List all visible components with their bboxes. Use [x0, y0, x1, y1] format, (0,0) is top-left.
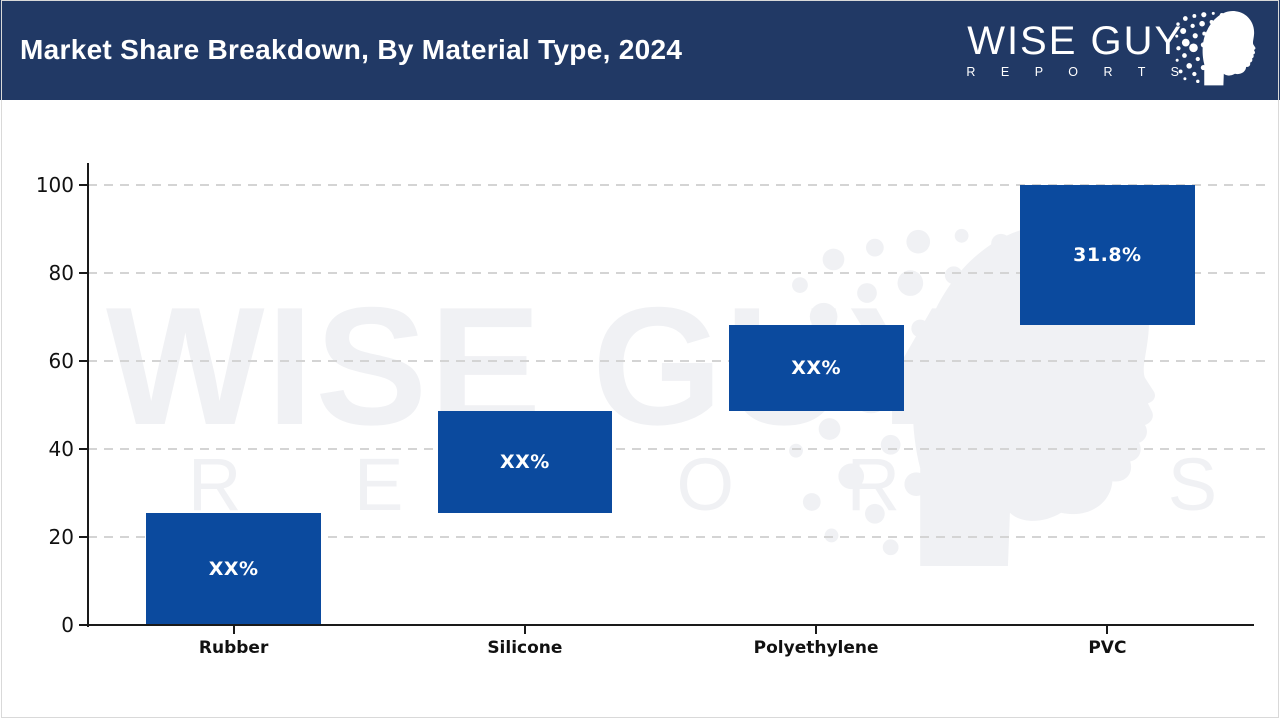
y-tick-label-100: 100 — [35, 173, 74, 197]
bar-value-label: XX% — [499, 450, 550, 473]
y-tick-100 — [79, 184, 88, 186]
x-category-label: Rubber — [198, 638, 269, 658]
bar-pvc: 31.8% — [1020, 185, 1195, 325]
y-tick-label-80: 80 — [48, 261, 74, 285]
wiseguy-logo-text: WISE GUY R E P O R T S — [960, 21, 1190, 79]
y-tick-label-40: 40 — [48, 437, 74, 461]
x-tick-silicone — [523, 626, 526, 634]
logo-subtitle: R E P O R T S — [966, 65, 1190, 79]
gridline-40 — [88, 448, 1265, 450]
x-tick-polyethylene — [815, 626, 818, 634]
wiseguy-logo: WISE GUY R E P O R T S — [960, 8, 1258, 92]
header: Market Share Breakdown, By Material Type… — [0, 0, 1280, 100]
y-tick-40 — [79, 448, 88, 450]
y-axis — [87, 163, 89, 627]
y-tick-0 — [79, 624, 88, 626]
chart-title: Market Share Breakdown, By Material Type… — [20, 34, 683, 65]
y-tick-80 — [79, 272, 88, 274]
gridline-80 — [88, 272, 1265, 274]
gridline-20 — [88, 536, 1265, 538]
bar-value-label: XX% — [208, 557, 259, 580]
y-tick-60 — [79, 360, 88, 362]
bar-value-label: XX% — [791, 357, 842, 380]
dotted-face-logo-icon — [1172, 8, 1258, 92]
x-category-label: Polyethylene — [753, 638, 879, 658]
x-tick-rubber — [232, 626, 235, 634]
y-tick-20 — [79, 536, 88, 538]
gridline-60 — [88, 360, 1265, 362]
logo-wordmark: WISE GUY — [967, 19, 1184, 63]
y-tick-label-0: 0 — [61, 613, 74, 637]
bar-polyethylene: XX% — [728, 324, 904, 412]
bar-rubber: XX% — [146, 512, 321, 625]
gridline-100 — [88, 184, 1265, 186]
bar-silicone: XX% — [437, 411, 613, 513]
bar-value-label: 31.8% — [1073, 243, 1142, 266]
x-category-label: Silicone — [487, 638, 563, 658]
x-category-label: PVC — [1088, 638, 1127, 658]
y-tick-label-20: 20 — [48, 525, 74, 549]
x-axis — [87, 624, 1254, 626]
x-tick-pvc — [1106, 626, 1109, 634]
y-tick-label-60: 60 — [48, 349, 74, 373]
